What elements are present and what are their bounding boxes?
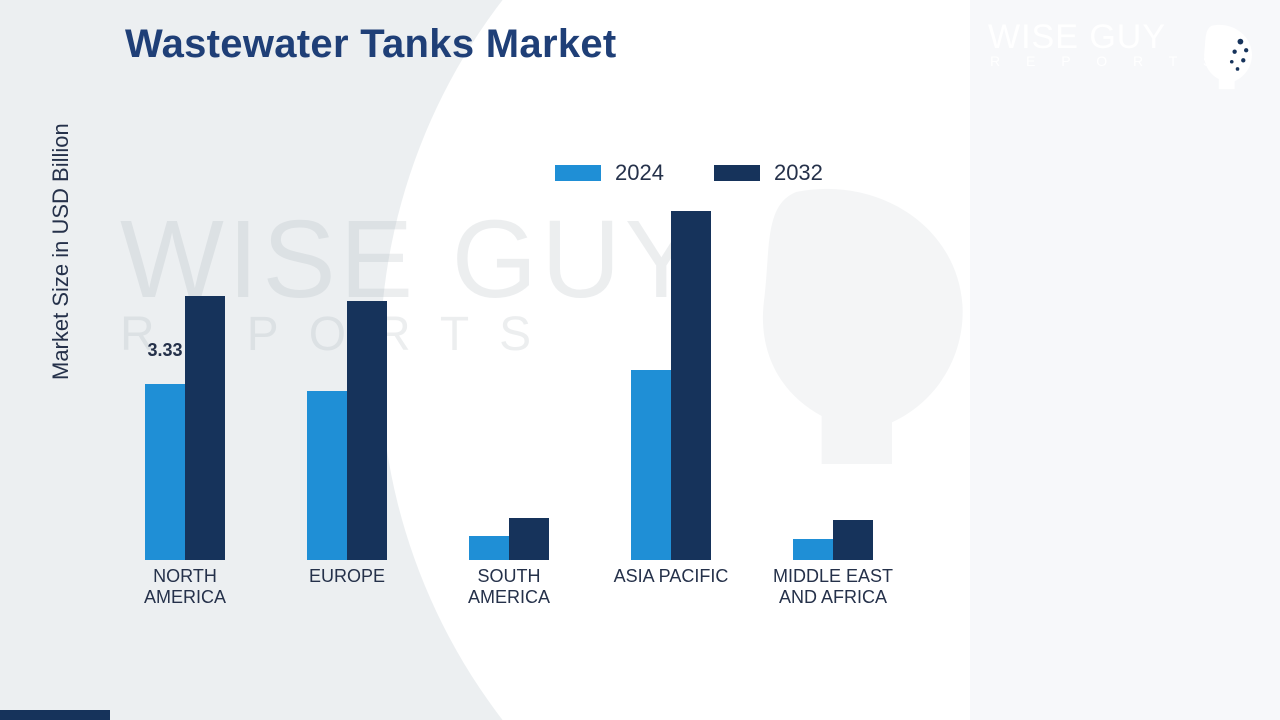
bar-2032	[347, 301, 387, 560]
bar-2032	[185, 296, 225, 560]
category-label: EUROPE	[277, 560, 417, 587]
legend-label-2032: 2032	[774, 160, 823, 186]
brand-logo: WISE GUY R E P O R T S	[988, 18, 1258, 98]
brand-head-icon	[1190, 20, 1262, 92]
legend-item-2032: 2032	[714, 160, 823, 186]
bar-2032	[833, 520, 873, 560]
bar-2024	[793, 539, 833, 560]
legend-item-2024: 2024	[555, 160, 664, 186]
legend-label-2024: 2024	[615, 160, 664, 186]
bar-2024	[145, 384, 185, 560]
stage: WISE GUY REPORTS Wastewater Tanks Market…	[0, 0, 1280, 720]
chart-plot-area: 3.33NORTH AMERICAEUROPESOUTH AMERICAASIA…	[105, 190, 925, 560]
category-label: MIDDLE EAST AND AFRICA	[763, 560, 903, 607]
legend-swatch-2024	[555, 165, 601, 181]
brand-main-text: WISE GUY	[988, 18, 1166, 57]
bar-2024	[469, 536, 509, 560]
chart-title: Wastewater Tanks Market	[125, 22, 617, 67]
category-label: ASIA PACIFIC	[601, 560, 741, 587]
category-label: SOUTH AMERICA	[439, 560, 579, 607]
bar-value-label: 3.33	[147, 340, 182, 361]
bottom-accent-bar	[0, 710, 110, 720]
category-label: NORTH AMERICA	[115, 560, 255, 607]
bar-2024	[631, 370, 671, 560]
bar-2024	[307, 391, 347, 560]
legend: 2024 2032	[555, 160, 823, 186]
bar-2032	[509, 518, 549, 560]
legend-swatch-2032	[714, 165, 760, 181]
bar-2032	[671, 211, 711, 560]
y-axis-label: Market Size in USD Billion	[48, 123, 74, 380]
